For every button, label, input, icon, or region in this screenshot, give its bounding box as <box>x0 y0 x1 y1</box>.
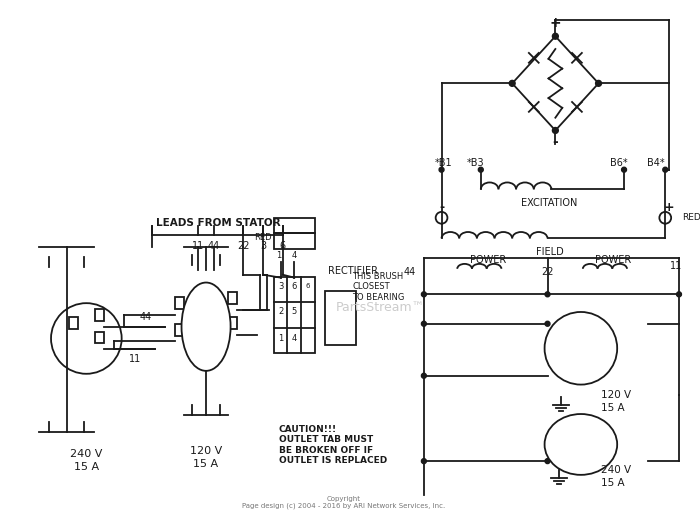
Text: RED: RED <box>682 214 700 222</box>
Circle shape <box>622 167 626 172</box>
Text: 1: 1 <box>276 251 281 260</box>
Circle shape <box>439 167 444 172</box>
Bar <box>589 358 596 374</box>
Text: 11: 11 <box>130 354 141 364</box>
Text: 11: 11 <box>192 241 204 251</box>
Text: RECTIFIER: RECTIFIER <box>328 266 378 276</box>
Text: B6*: B6* <box>610 158 628 168</box>
Text: POWER: POWER <box>595 255 631 265</box>
Text: 44: 44 <box>208 241 220 251</box>
Text: 2: 2 <box>278 308 284 316</box>
Text: 44: 44 <box>404 267 416 277</box>
Bar <box>175 297 185 309</box>
Text: B4*: B4* <box>647 158 664 168</box>
Text: +: + <box>550 16 561 29</box>
Circle shape <box>676 292 682 297</box>
Bar <box>565 323 572 339</box>
Text: -: - <box>552 135 558 149</box>
Circle shape <box>545 292 550 297</box>
Text: 6: 6 <box>306 283 310 290</box>
Circle shape <box>510 81 515 86</box>
Text: 4: 4 <box>292 334 297 343</box>
Circle shape <box>552 128 559 133</box>
Circle shape <box>545 321 550 326</box>
Text: RED: RED <box>254 233 272 242</box>
Bar <box>565 358 572 374</box>
Ellipse shape <box>545 414 617 475</box>
Bar <box>95 309 104 321</box>
Text: POWER: POWER <box>470 255 506 265</box>
Ellipse shape <box>545 312 617 385</box>
Text: 15 A: 15 A <box>601 403 624 413</box>
Text: Copyright: Copyright <box>326 496 361 503</box>
Ellipse shape <box>181 282 230 371</box>
Circle shape <box>421 321 426 326</box>
Circle shape <box>663 167 668 172</box>
Text: 1: 1 <box>278 334 284 343</box>
Bar <box>589 323 596 339</box>
Text: 15 A: 15 A <box>74 462 99 472</box>
Text: 15 A: 15 A <box>193 459 218 469</box>
Text: 15 A: 15 A <box>601 478 624 488</box>
Bar <box>95 331 104 343</box>
Text: 3: 3 <box>278 282 284 291</box>
Text: 6: 6 <box>279 241 286 251</box>
Text: 4: 4 <box>292 251 297 260</box>
Circle shape <box>478 167 483 172</box>
Bar <box>274 234 315 249</box>
Text: CAUTION!!!
OUTLET TAB MUST
BE BROKEN OFF IF
OUTLET IS REPLACED: CAUTION!!! OUTLET TAB MUST BE BROKEN OFF… <box>279 425 387 465</box>
Circle shape <box>421 459 426 464</box>
Text: FIELD: FIELD <box>536 247 564 257</box>
Text: LEADS FROM STATOR: LEADS FROM STATOR <box>155 218 280 227</box>
Bar <box>325 292 356 345</box>
Text: 22: 22 <box>541 267 554 277</box>
Text: *B1: *B1 <box>435 158 452 168</box>
Bar <box>274 218 315 234</box>
Text: 120 V: 120 V <box>601 390 631 400</box>
Circle shape <box>596 81 601 86</box>
Circle shape <box>421 373 426 378</box>
Bar <box>228 292 237 304</box>
Text: 240 V: 240 V <box>70 449 102 459</box>
Text: +: + <box>664 202 675 215</box>
Bar <box>274 277 315 353</box>
Text: 5: 5 <box>292 308 297 316</box>
Text: 11: 11 <box>670 261 682 271</box>
Bar <box>228 317 237 329</box>
Text: PartsStream™: PartsStream™ <box>336 300 426 314</box>
Text: Page design (c) 2004 - 2016 by ARI Network Services, Inc.: Page design (c) 2004 - 2016 by ARI Netwo… <box>241 502 445 509</box>
Bar <box>175 324 185 336</box>
Text: 22: 22 <box>237 241 250 251</box>
Text: -: - <box>439 202 444 215</box>
Bar <box>69 317 78 329</box>
Text: THIS BRUSH
CLOSEST
TO BEARING: THIS BRUSH CLOSEST TO BEARING <box>352 272 405 301</box>
Text: 240 V: 240 V <box>601 465 631 475</box>
Text: 6: 6 <box>292 282 297 291</box>
Circle shape <box>421 292 426 297</box>
Text: 3: 3 <box>260 241 266 251</box>
Text: 44: 44 <box>139 312 151 322</box>
Text: 120 V: 120 V <box>190 446 222 457</box>
Text: EXCITATION: EXCITATION <box>522 198 578 208</box>
Circle shape <box>545 459 550 464</box>
Circle shape <box>552 33 559 39</box>
Text: *B3: *B3 <box>467 158 484 168</box>
